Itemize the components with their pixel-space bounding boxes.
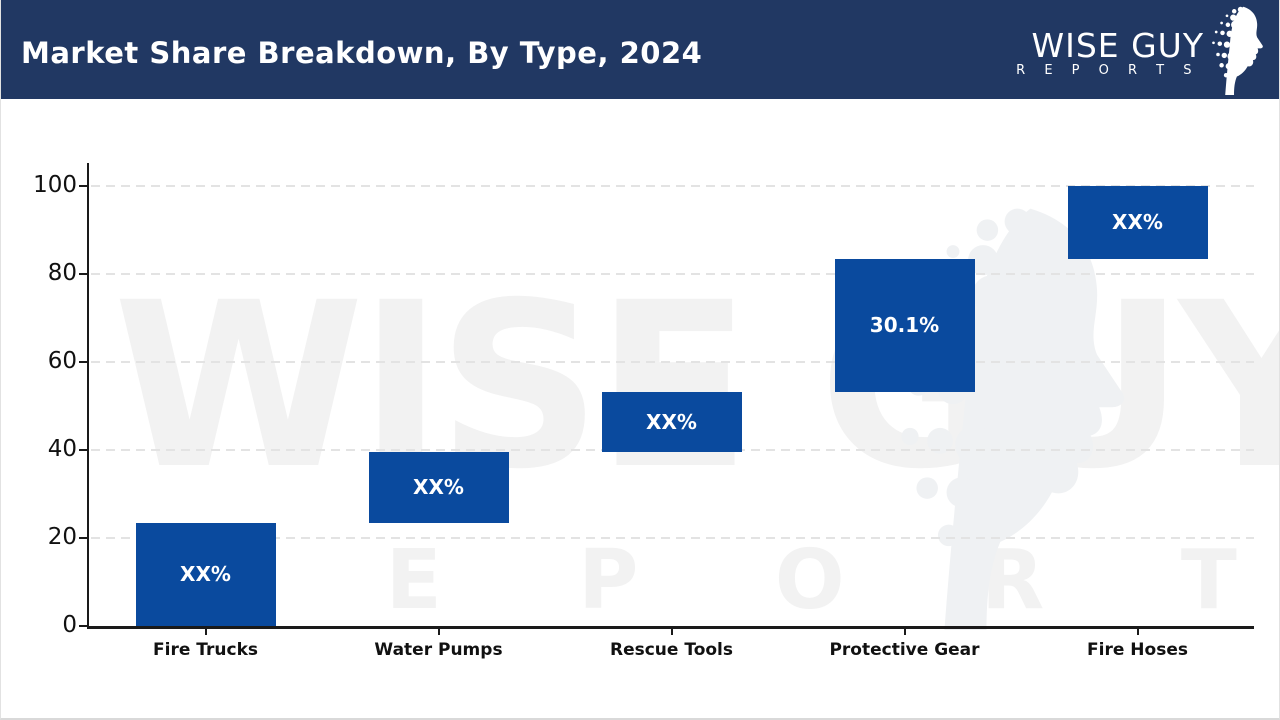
x-axis-category-label: Fire Hoses [1087,640,1188,660]
bar-value-label: XX% [413,475,464,500]
wise-guy-logo: WISE GUY R E P O R T S [1016,0,1271,99]
x-axis-category-label: Water Pumps [374,640,503,660]
page-title: Market Share Breakdown, By Type, 2024 [21,36,703,70]
y-axis-tick-label: 40 [47,435,77,462]
gridline-y20 [91,536,1254,539]
bar-value-label: XX% [1112,210,1163,235]
bar-value-label: 30.1% [869,313,940,338]
gridline-y80 [91,272,1254,275]
x-axis-tick-mark [670,626,673,635]
gridline-y60 [91,360,1254,363]
x-axis-spine [87,626,1254,629]
x-axis-tick-mark [204,626,207,635]
bar-fire-hoses: XX% [1067,185,1208,260]
face-profile-icon [1212,6,1263,95]
header: Market Share Breakdown, By Type, 2024 WI… [1,0,1279,99]
x-axis-category-label: Fire Trucks [153,640,258,660]
y-axis-tick-label: 20 [47,523,77,550]
bar-value-label: XX% [180,562,231,587]
y-axis-tick-mark [79,448,89,451]
y-axis-tick-label: 100 [33,171,77,198]
x-axis-tick-mark [437,626,440,635]
y-axis-tick-mark [79,625,89,627]
x-axis-tick-mark [903,626,906,635]
x-axis-tick-mark [1136,626,1139,635]
y-axis-spine [87,163,89,629]
logo-wordmark: WISE GUY [1031,26,1204,65]
watermark-wordmark: WISE GUY [113,253,1280,519]
bar-water-pumps: XX% [368,452,509,523]
y-axis-tick-mark [79,360,89,363]
y-axis-tick-mark [79,184,89,187]
bar-fire-trucks: XX% [135,522,276,626]
bar-rescue-tools: XX% [601,391,742,453]
y-axis-tick-mark [79,536,89,539]
x-axis-category-label: Rescue Tools [609,640,733,660]
bar-protective-gear: 30.1% [834,259,975,392]
bar-value-label: XX% [646,409,697,434]
gridline-y100 [91,184,1254,187]
y-axis-tick-label: 0 [62,612,77,638]
y-axis-tick-label: 60 [47,347,77,374]
x-axis-category-label: Protective Gear [829,640,980,660]
watermark-subtitle: R E P O R T S [186,533,1280,628]
y-axis-tick-label: 80 [47,259,77,286]
y-axis-tick-mark [79,272,89,275]
logo-subtitle: R E P O R T S [1016,63,1199,78]
